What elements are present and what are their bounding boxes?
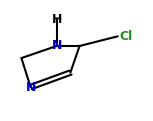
- Text: N: N: [25, 81, 36, 94]
- Text: Cl: Cl: [119, 30, 133, 43]
- Text: H: H: [51, 13, 62, 26]
- Text: N: N: [51, 39, 62, 53]
